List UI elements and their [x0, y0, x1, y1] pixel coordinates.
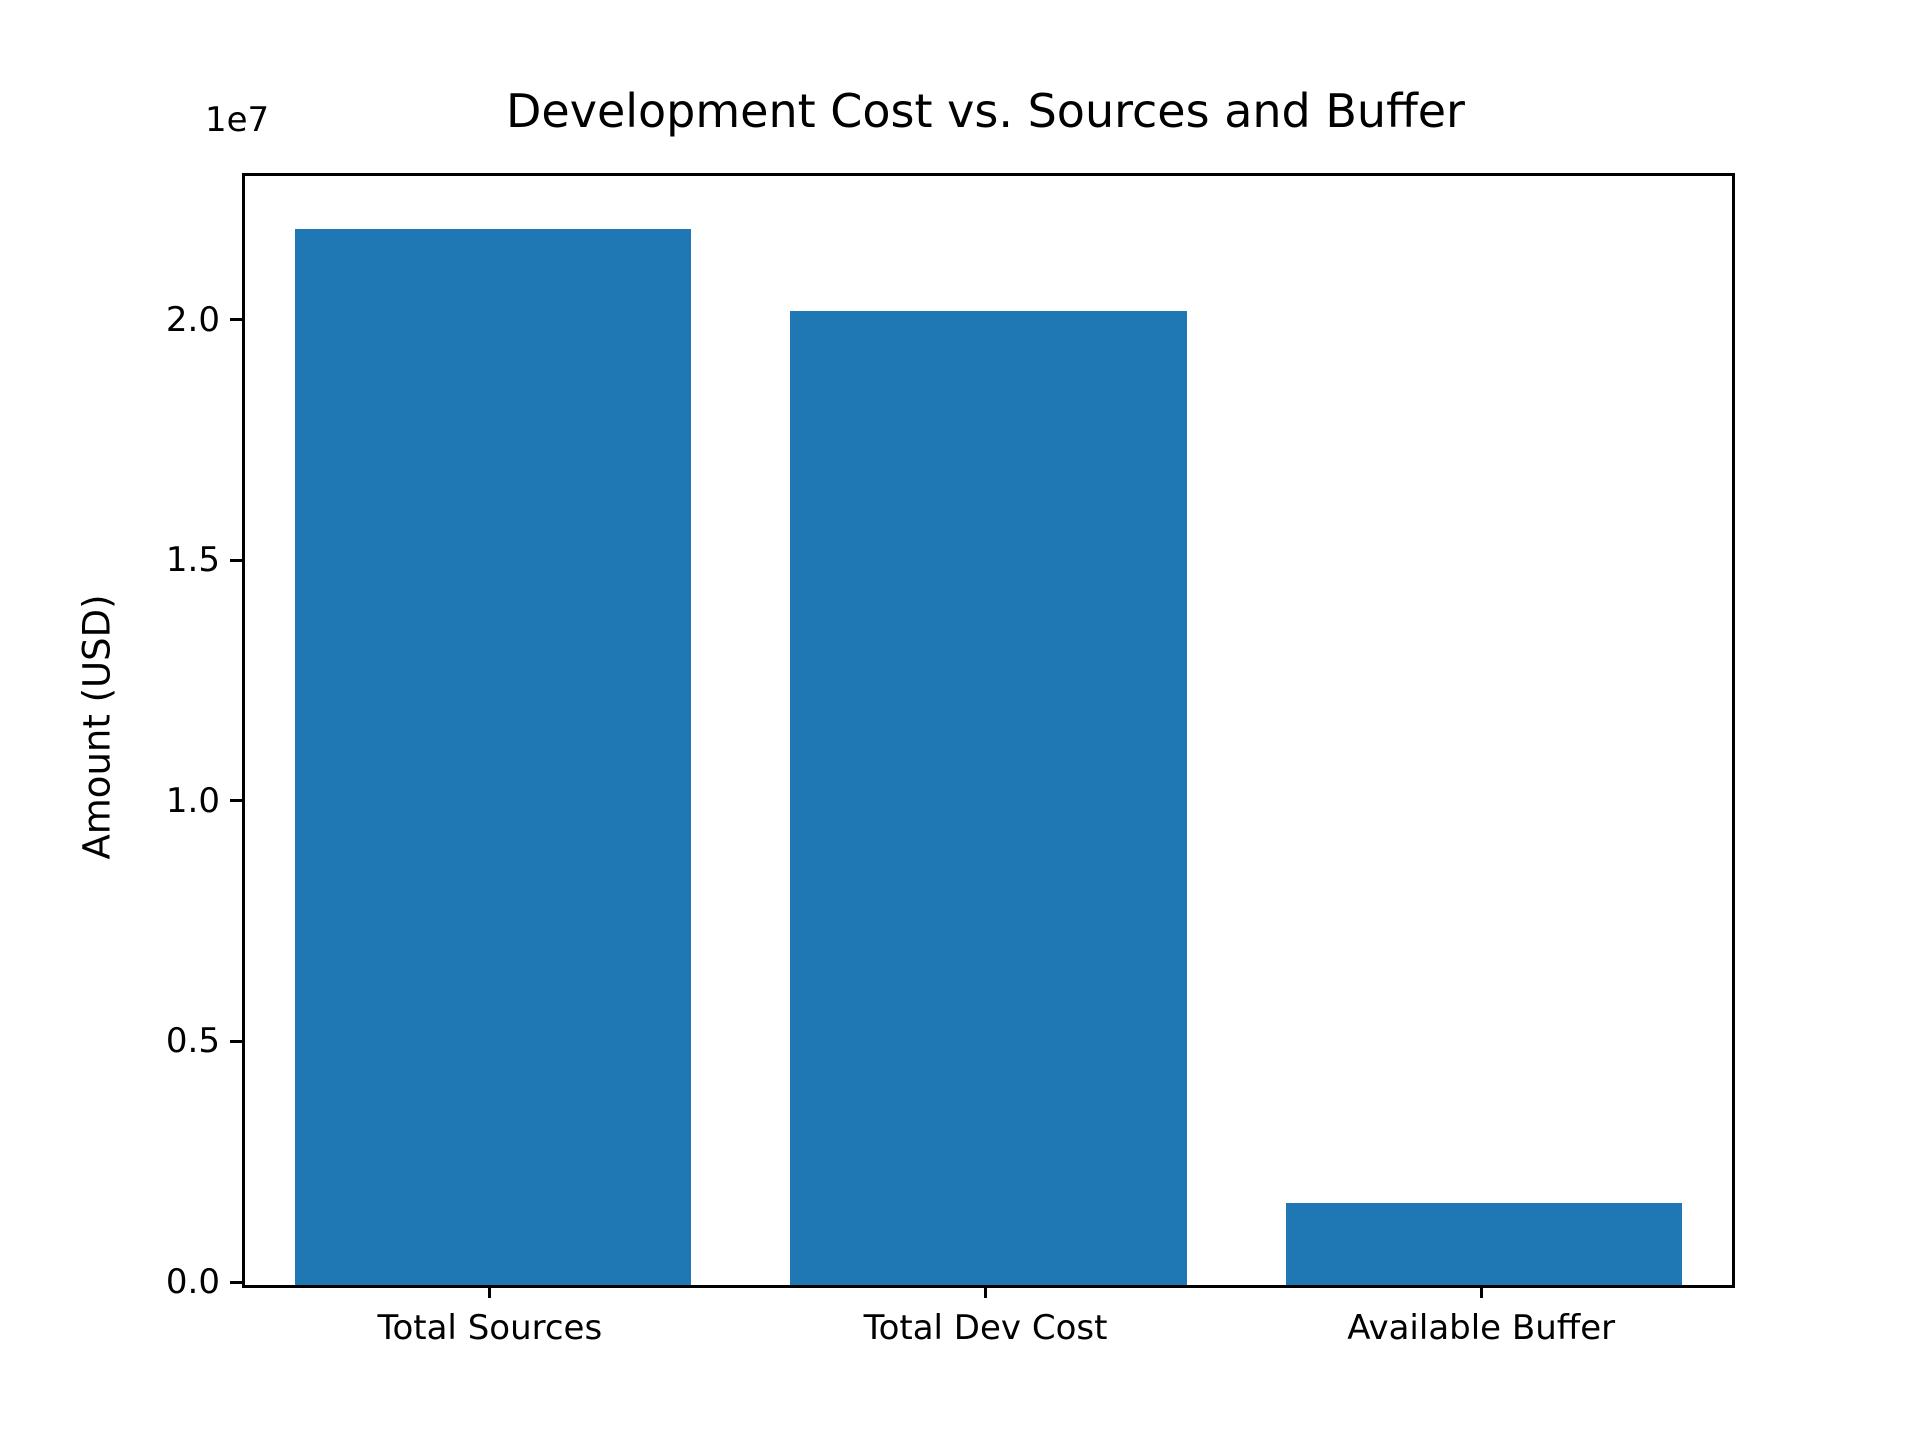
bar-available-buffer: [1285, 1203, 1683, 1285]
y-tick-label: 0.5: [165, 1021, 220, 1062]
plot-area: [242, 173, 1735, 1288]
x-tick-label-available-buffer: Available Buffer: [1347, 1308, 1616, 1348]
chart-title: Development Cost vs. Sources and Buffer: [506, 84, 1465, 138]
x-axis-tick: [488, 1285, 492, 1298]
y-tick-label: 1.0: [165, 780, 220, 821]
y-axis-tick: [230, 1039, 242, 1043]
y-axis-tick: [230, 558, 242, 562]
x-tick-label-total-sources: Total Sources: [377, 1308, 603, 1348]
y-axis-tick: [230, 318, 242, 322]
y-axis-tick: [230, 799, 242, 803]
bar-total-dev-cost: [790, 310, 1187, 1285]
x-axis-tick: [1479, 1285, 1483, 1298]
y-axis-offset-text: 1e7: [205, 100, 270, 140]
bar-total-sources: [294, 228, 692, 1285]
y-tick-label: 0.0: [165, 1262, 220, 1302]
x-tick-label-total-dev-cost: Total Dev Cost: [863, 1308, 1108, 1348]
x-axis-tick: [984, 1285, 987, 1298]
y-axis-tick: [230, 1280, 242, 1284]
y-tick-label: 1.5: [165, 540, 220, 581]
y-tick-label: 2.0: [165, 299, 220, 340]
